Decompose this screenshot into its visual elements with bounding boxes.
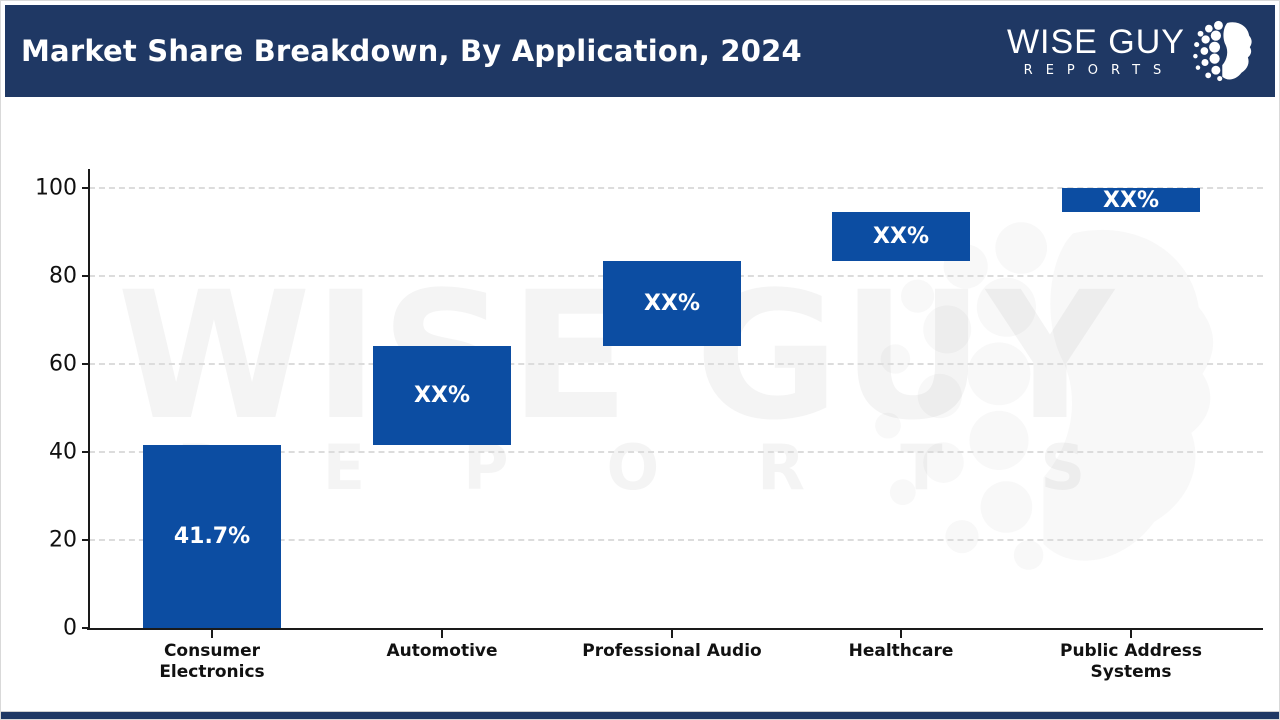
footer-accent-bar	[1, 712, 1279, 719]
bar-professional-audio: XX%	[603, 261, 741, 346]
y-tick-label-40: 40	[49, 439, 77, 465]
y-tick-label-60: 60	[49, 351, 77, 377]
page-title: Market Share Breakdown, By Application, …	[21, 34, 802, 68]
category-label-4: Public Address Systems	[1059, 641, 1203, 683]
gridline-y-40	[89, 451, 1263, 453]
bar-value-label: XX%	[414, 382, 470, 408]
x-tick-mark-2	[671, 630, 673, 638]
category-label-2: Professional Audio	[582, 641, 762, 661]
bar-healthcare: XX%	[832, 212, 970, 262]
x-tick-mark-1	[441, 630, 443, 638]
bar-public-address-systems: XX%	[1062, 187, 1200, 213]
gridline-y-60	[89, 363, 1263, 365]
bar-value-label: 41.7%	[173, 523, 251, 549]
wiseguy-face-icon	[1193, 20, 1252, 82]
footer-divider	[1, 711, 1279, 712]
bar-automotive: XX%	[373, 345, 511, 445]
y-tick-label-100: 100	[35, 175, 77, 201]
y-tick-label-80: 80	[49, 263, 77, 289]
category-label-3: Healthcare	[848, 641, 954, 661]
header-band: Market Share Breakdown, By Application, …	[5, 5, 1275, 97]
wiseguy-logo-wordmark: WISE GUY	[1006, 23, 1185, 61]
wiseguy-logo-text: WISE GUY REPORTS	[1007, 25, 1185, 77]
gridline-y-100	[89, 187, 1263, 189]
y-tick-mark-80	[82, 275, 89, 277]
x-tick-mark-3	[900, 630, 902, 638]
y-tick-mark-40	[82, 451, 89, 453]
y-tick-mark-20	[82, 539, 89, 541]
bar-consumer-electronics: 41.7%	[143, 444, 281, 628]
bar-value-label: XX%	[1103, 187, 1159, 213]
y-tick-label-0: 0	[63, 615, 77, 641]
y-tick-mark-0	[82, 627, 89, 629]
y-tick-mark-100	[82, 187, 89, 189]
category-label-0: Consumer Electronics	[159, 641, 265, 683]
y-axis	[88, 169, 90, 630]
gridline-y-20	[89, 539, 1263, 541]
y-tick-label-20: 20	[49, 527, 77, 553]
y-tick-mark-60	[82, 363, 89, 365]
category-label-1: Automotive	[386, 641, 498, 661]
x-tick-mark-0	[211, 630, 213, 638]
x-tick-mark-4	[1130, 630, 1132, 638]
bar-value-label: XX%	[644, 291, 700, 317]
wiseguy-logo-subtitle: REPORTS	[1023, 63, 1175, 78]
x-axis	[87, 628, 1263, 630]
wiseguy-logo: WISE GUY REPORTS	[1007, 12, 1253, 90]
bar-value-label: XX%	[873, 224, 929, 250]
